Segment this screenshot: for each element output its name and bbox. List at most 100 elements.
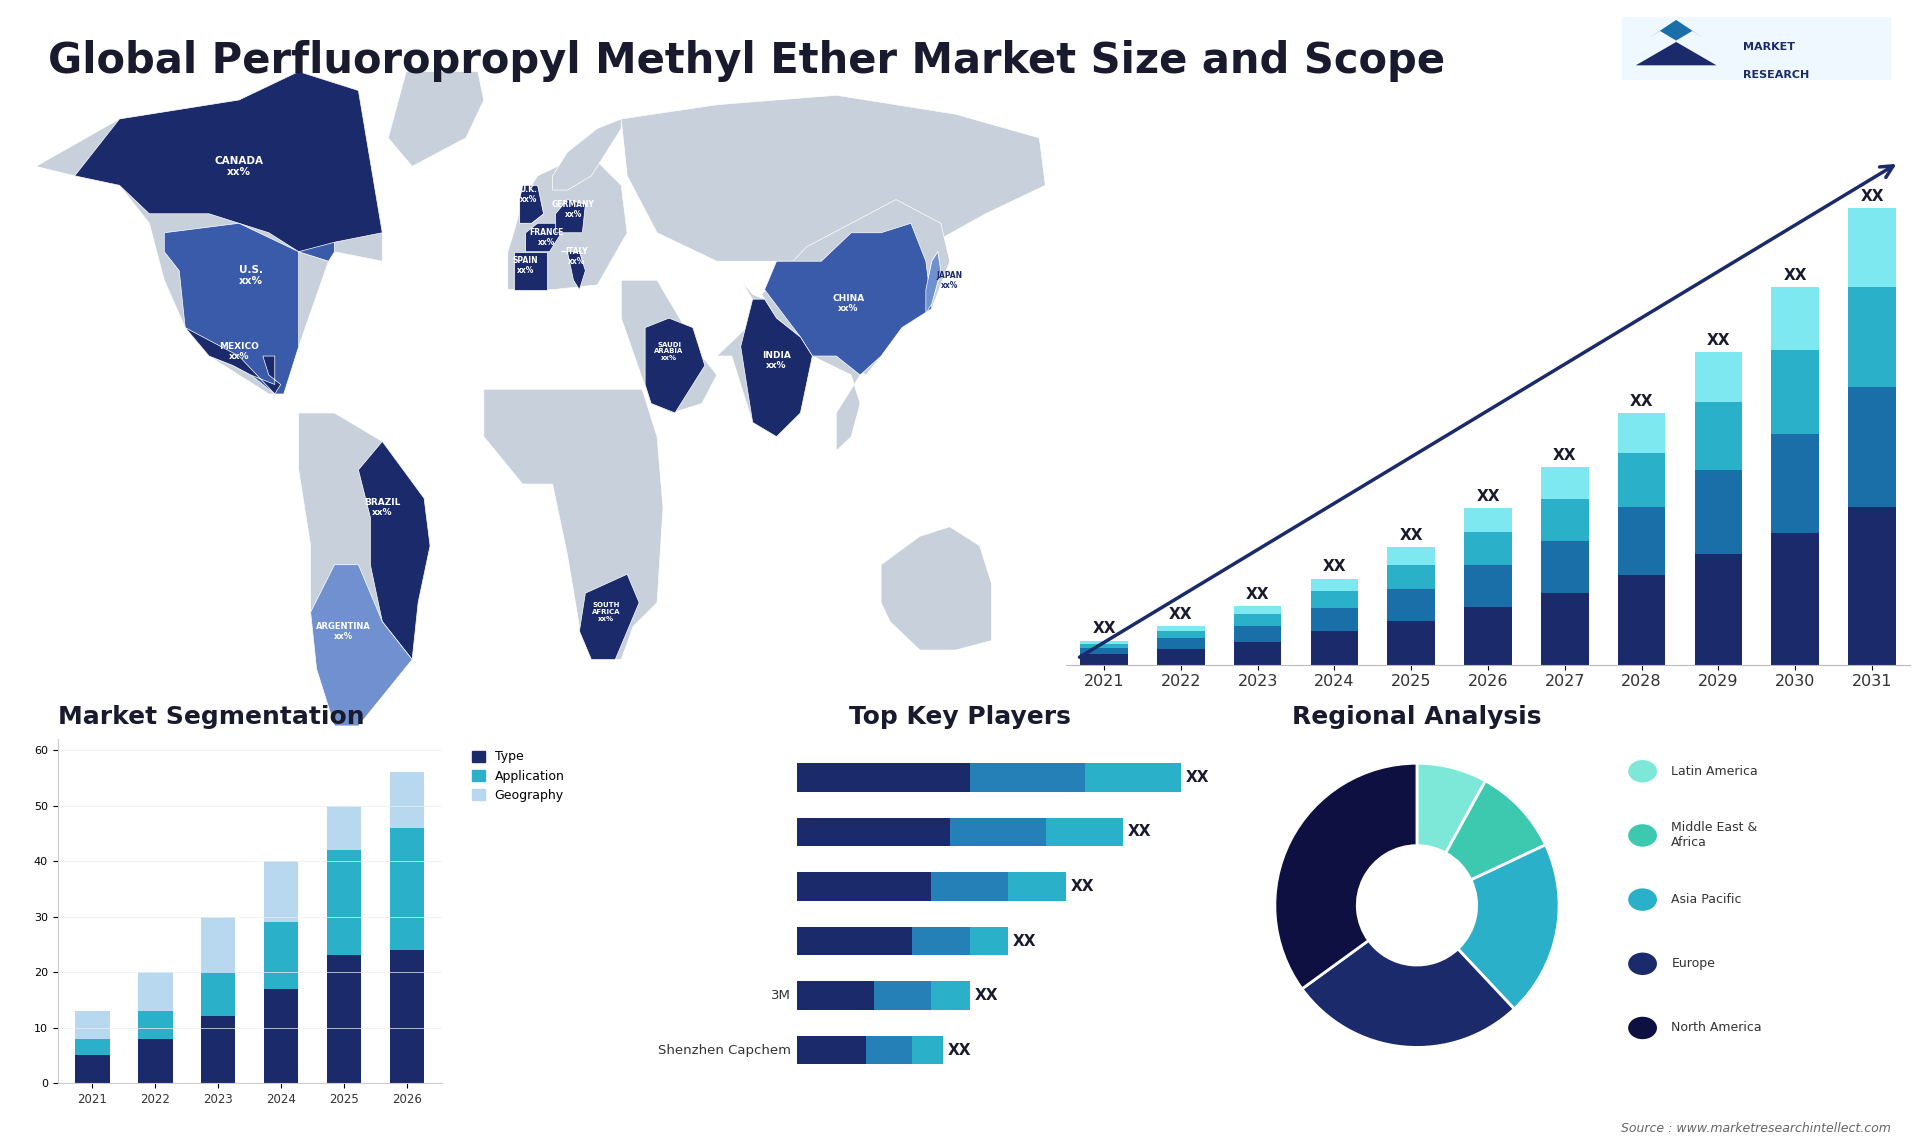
Bar (1772, 286, 1818, 350)
Legend: Type, Application, Geography: Type, Application, Geography (467, 745, 570, 807)
Bar (326, 850, 361, 956)
Bar (202, 917, 236, 972)
Text: XX: XX (1323, 559, 1346, 574)
Bar (797, 763, 970, 792)
Wedge shape (1457, 845, 1559, 1008)
Bar (1619, 575, 1665, 665)
Text: Middle East &
Africa: Middle East & Africa (1670, 822, 1757, 849)
Text: Market Segmentation: Market Segmentation (58, 705, 365, 729)
Text: CANADA
xx%: CANADA xx% (215, 156, 263, 176)
Bar (1772, 433, 1818, 534)
Text: Shenzhen Capchem: Shenzhen Capchem (659, 1044, 791, 1057)
Text: Source : www.marketresearchintellect.com: Source : www.marketresearchintellect.com (1620, 1122, 1891, 1135)
Text: XX: XX (1784, 268, 1807, 283)
Wedge shape (1302, 941, 1515, 1047)
Text: SAUDI
ARABIA
xx%: SAUDI ARABIA xx% (655, 342, 684, 361)
Bar (75, 1011, 109, 1038)
Bar (1008, 872, 1066, 901)
Bar (1542, 468, 1588, 499)
Text: ITALY
xx%: ITALY xx% (564, 246, 588, 266)
Bar (797, 872, 931, 901)
Polygon shape (561, 252, 586, 290)
Ellipse shape (1628, 824, 1657, 847)
Bar (797, 818, 950, 846)
Polygon shape (311, 565, 413, 725)
Ellipse shape (1628, 1017, 1657, 1039)
Polygon shape (484, 390, 662, 660)
Bar (263, 923, 298, 989)
Bar (1619, 413, 1665, 453)
Polygon shape (1636, 42, 1716, 65)
Polygon shape (555, 199, 586, 233)
Bar (1542, 499, 1588, 541)
Bar (912, 1036, 943, 1065)
Bar (912, 927, 970, 956)
Bar (1388, 547, 1434, 565)
Text: INTELLECT: INTELLECT (1743, 97, 1809, 108)
Bar (866, 1036, 912, 1065)
Polygon shape (925, 252, 941, 313)
Text: CHINA
xx%: CHINA xx% (831, 295, 864, 313)
Bar (390, 827, 424, 950)
Text: XX: XX (1169, 606, 1192, 621)
Bar (1542, 594, 1588, 665)
Text: XX: XX (973, 988, 998, 1003)
Polygon shape (925, 252, 941, 313)
Bar (1849, 386, 1895, 508)
Bar (138, 972, 173, 1011)
Text: XX: XX (1185, 770, 1210, 785)
Polygon shape (520, 186, 543, 223)
Text: Latin America: Latin America (1670, 764, 1759, 778)
Text: XX: XX (1553, 448, 1576, 463)
Polygon shape (184, 328, 280, 394)
Polygon shape (812, 328, 860, 450)
Text: XX: XX (1069, 879, 1094, 894)
Text: MEXICO
xx%: MEXICO xx% (219, 342, 259, 361)
Text: JAPAN
xx%: JAPAN xx% (937, 270, 962, 290)
Bar (1619, 453, 1665, 508)
Bar (1772, 534, 1818, 665)
Bar (1388, 565, 1434, 589)
Bar (202, 1017, 236, 1083)
Bar (1085, 763, 1181, 792)
Bar (797, 1036, 866, 1065)
Bar (970, 763, 1085, 792)
Polygon shape (741, 299, 812, 437)
Polygon shape (515, 252, 547, 290)
Bar (1081, 647, 1127, 654)
Text: Regional Analysis: Regional Analysis (1292, 705, 1542, 729)
Bar (1388, 621, 1434, 665)
FancyBboxPatch shape (1620, 16, 1893, 156)
Text: North America: North America (1670, 1021, 1763, 1035)
Bar (1695, 352, 1741, 402)
Bar (75, 1038, 109, 1055)
Text: 3M: 3M (772, 989, 791, 1002)
Text: Global Perfluoropropyl Methyl Ether Market Size and Scope: Global Perfluoropropyl Methyl Ether Mark… (48, 40, 1446, 83)
Bar (931, 872, 1008, 901)
Polygon shape (881, 527, 991, 650)
Text: XX: XX (1476, 489, 1500, 504)
Text: Top Key Players: Top Key Players (849, 705, 1071, 729)
Bar (1849, 286, 1895, 386)
Wedge shape (1446, 780, 1546, 880)
Bar (1542, 541, 1588, 594)
Bar (1158, 631, 1204, 638)
Bar (1081, 641, 1127, 644)
Text: ARGENTINA
xx%: ARGENTINA xx% (317, 621, 371, 641)
Polygon shape (716, 280, 812, 437)
Polygon shape (75, 71, 382, 261)
Polygon shape (359, 441, 430, 660)
Text: U.S.
xx%: U.S. xx% (238, 265, 263, 286)
Text: XX: XX (1246, 587, 1269, 602)
Bar (138, 1011, 173, 1038)
Bar (1849, 209, 1895, 286)
Wedge shape (1417, 763, 1486, 853)
Text: MARKET: MARKET (1743, 42, 1795, 53)
Bar (1158, 649, 1204, 665)
Bar (1772, 350, 1818, 433)
Bar (390, 950, 424, 1083)
Bar (1046, 818, 1123, 846)
Text: RESEARCH: RESEARCH (1743, 70, 1811, 80)
Text: GERMANY
xx%: GERMANY xx% (553, 199, 595, 219)
Bar (1311, 579, 1357, 591)
